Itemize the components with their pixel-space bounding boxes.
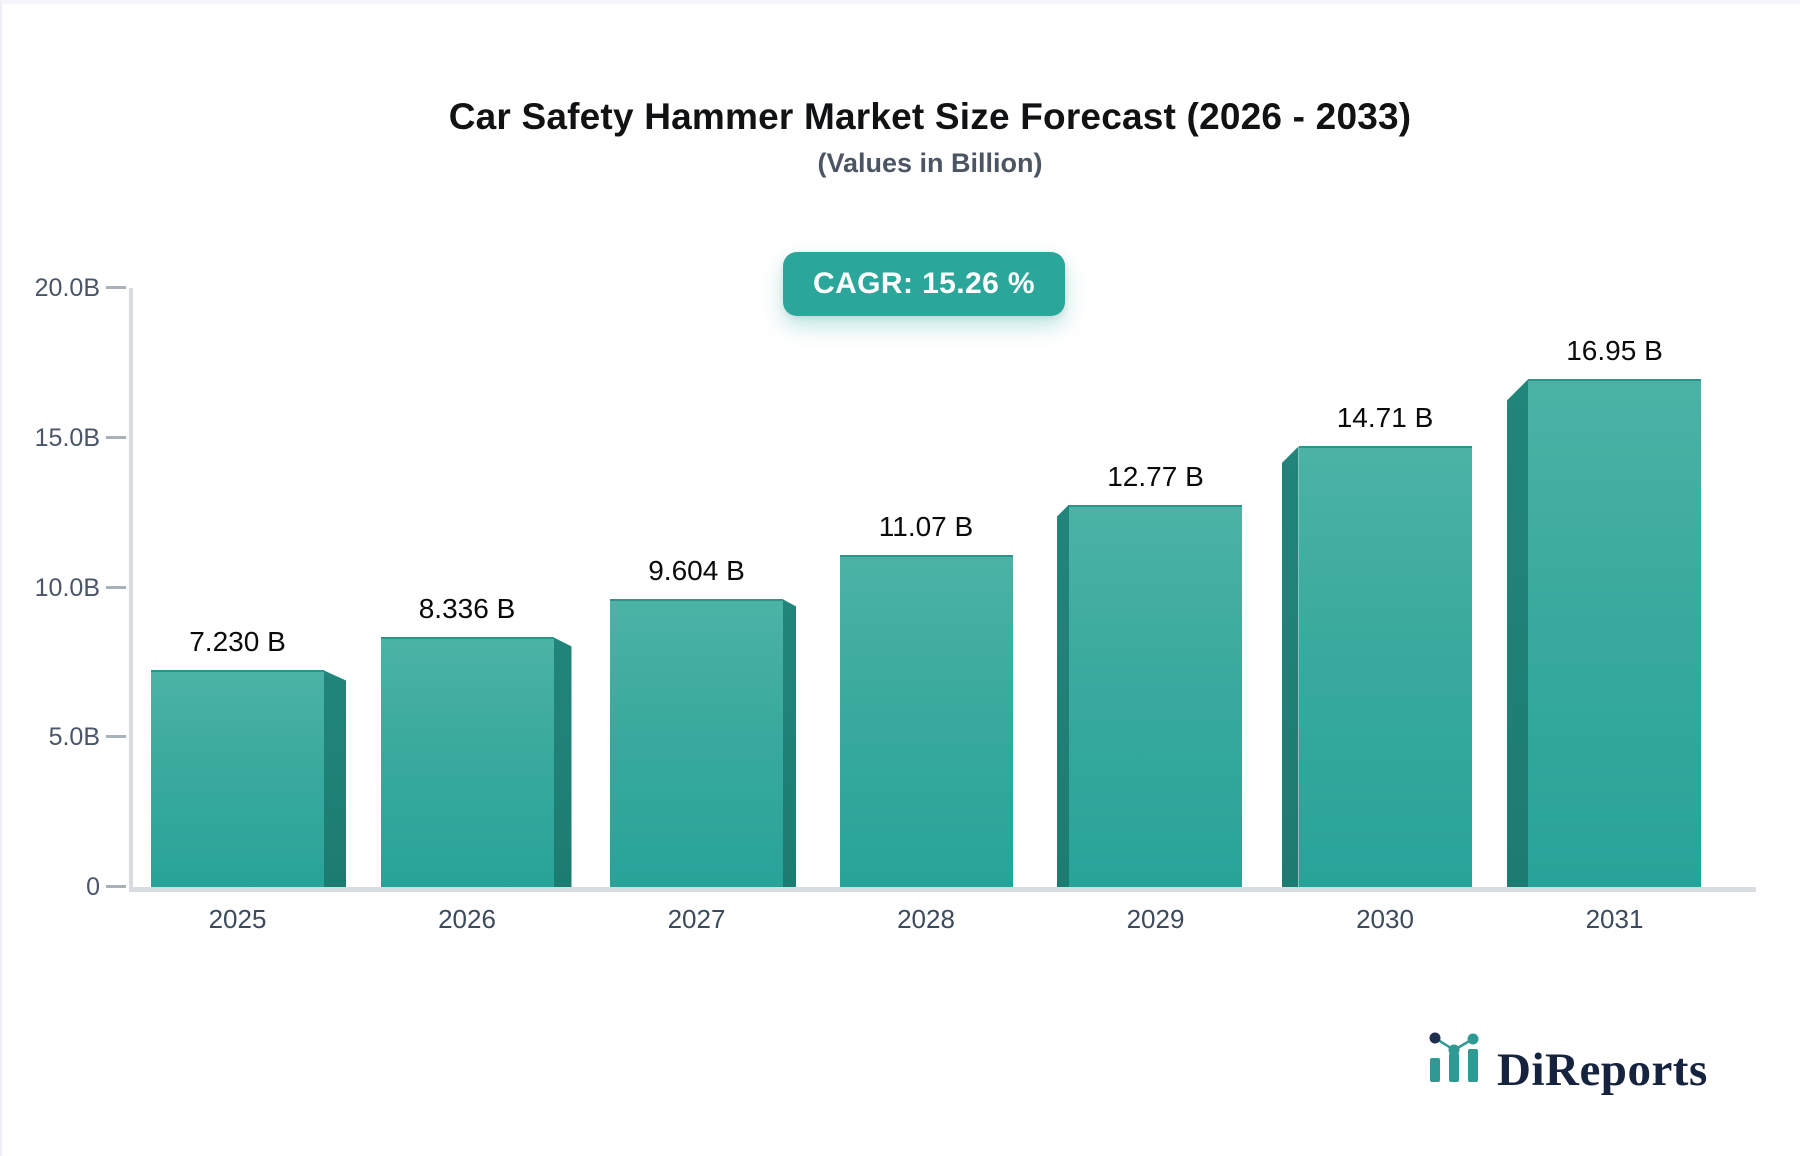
- bar-side-face: [1507, 379, 1528, 887]
- y-axis-tick-dash: [106, 735, 126, 739]
- bar: [610, 599, 783, 887]
- bar-value-label: 9.604 B: [648, 555, 745, 587]
- brand-logo: DiReports: [1426, 1026, 1708, 1094]
- bar: [839, 555, 1013, 887]
- bar-side-face: [1057, 504, 1069, 887]
- x-axis-label: 2031: [1585, 904, 1644, 934]
- bar: [1298, 446, 1472, 887]
- y-axis-line: [129, 288, 133, 887]
- bar-value-label: 7.230 B: [189, 626, 286, 658]
- y-axis-tick-dash: [106, 585, 126, 589]
- chart-subtitle: (Values in Billion): [817, 148, 1043, 178]
- y-axis-tick-dash: [106, 885, 126, 888]
- y-axis-tick-label: 5.0B: [48, 723, 100, 752]
- bar-value-label: 14.71 B: [1336, 402, 1434, 434]
- y-axis-tick-dash: [106, 435, 126, 439]
- y-axis-tick-dash: [106, 286, 126, 289]
- bar-side-face: [324, 670, 346, 887]
- bar-side-face: [1281, 446, 1299, 887]
- brand-chart-icon: [1429, 1032, 1479, 1082]
- chart-title: Car Safety Hammer Market Size Forecast (…: [448, 96, 1412, 137]
- bar-value-label: 16.95 B: [1566, 335, 1663, 367]
- bar-side-face: [783, 599, 796, 887]
- x-axis-label: 2029: [1126, 904, 1185, 934]
- x-axis-label: 2028: [897, 904, 955, 934]
- bar: [1069, 504, 1242, 887]
- bar-side-face: [553, 637, 572, 887]
- x-axis-line: [129, 887, 1756, 892]
- cagr-badge: CAGR: 15.26 %: [783, 252, 1065, 316]
- bar: [1528, 379, 1701, 887]
- y-axis-tick-label: 0: [86, 873, 100, 901]
- x-axis-label: 2030: [1356, 904, 1414, 934]
- brand-logo-text: DiReports: [1497, 1044, 1708, 1096]
- y-axis-tick-label: 15.0B: [34, 423, 100, 452]
- x-axis-label: 2025: [208, 904, 267, 934]
- bar-value-label: 8.336 B: [418, 593, 516, 625]
- bar: [151, 670, 324, 887]
- y-axis-tick-label: 20.0B: [34, 274, 100, 302]
- bar-value-label: 12.77 B: [1107, 460, 1204, 492]
- x-axis-label: 2027: [667, 904, 726, 934]
- x-axis-label: 2026: [438, 904, 496, 934]
- y-axis-tick-label: 10.0B: [34, 573, 100, 602]
- bar: [380, 637, 554, 887]
- bar-value-label: 11.07 B: [878, 511, 974, 543]
